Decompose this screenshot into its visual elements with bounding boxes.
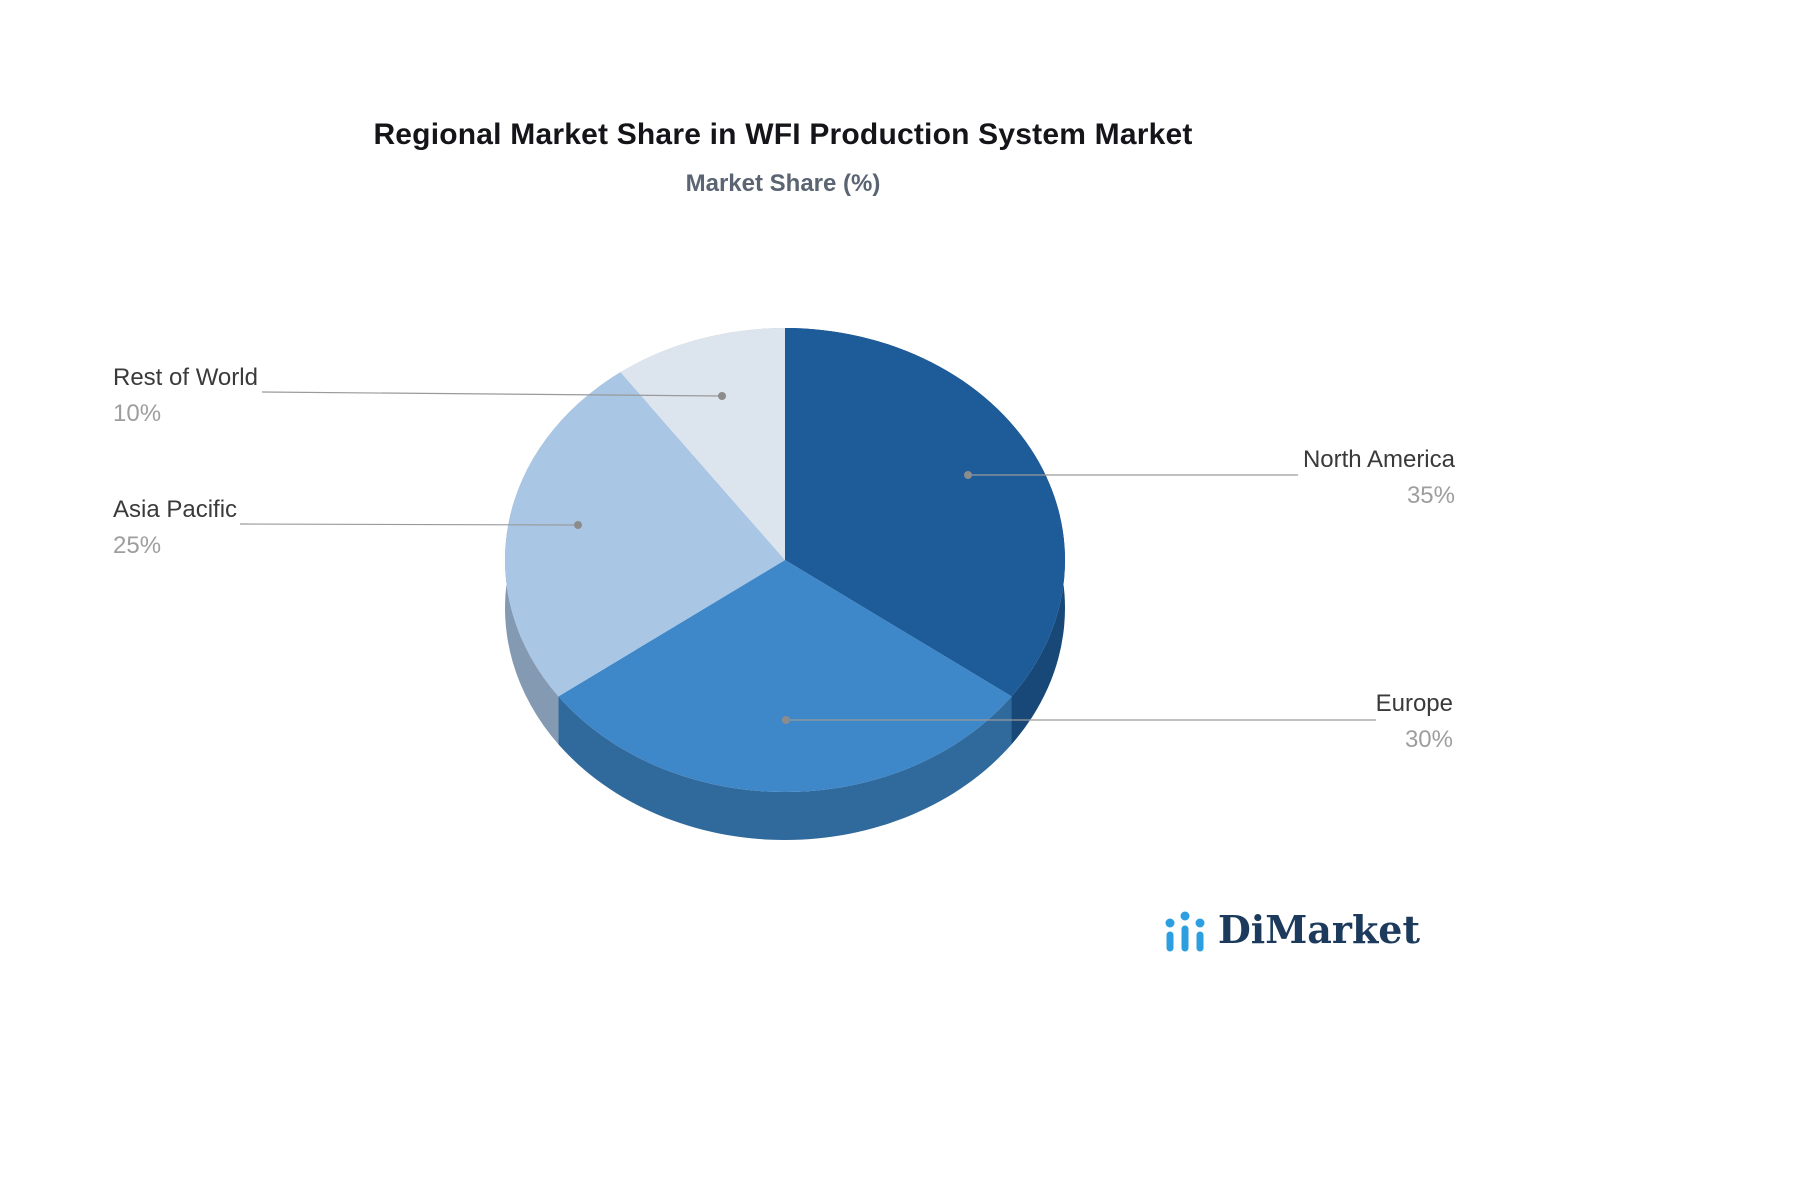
callout-line-asia-pacific	[239, 523, 579, 526]
chart-subtitle: Market Share (%)	[685, 170, 881, 197]
callout-value-asia-pacific: 25%	[113, 532, 162, 559]
callout-dot-asia-pacific	[574, 521, 582, 529]
callout-label-rest-of-world: Rest of World	[113, 364, 258, 391]
callout-value-europe: 30%	[1404, 726, 1453, 753]
callout-label-north-america: North America	[1302, 446, 1455, 473]
dimarket-logo: DiMarket	[1162, 908, 1420, 952]
chart-title: Regional Market Share in WFI Production …	[373, 118, 1193, 151]
callout-rest-of-world: Rest of World 10%	[113, 363, 258, 428]
callout-dot-europe	[782, 716, 790, 724]
pie-slice-side-europe	[558, 696, 1012, 840]
pie-slice-north-america	[785, 328, 1065, 697]
callout-asia-pacific: Asia Pacific 25%	[113, 495, 237, 560]
callout-label-europe: Europe	[1375, 690, 1453, 717]
callout-dot-north-america	[964, 471, 972, 479]
callout-value-north-america: 35%	[1406, 482, 1455, 509]
pie-slice-europe	[558, 560, 1012, 792]
callout-value-rest-of-world: 10%	[113, 400, 162, 427]
brand-name: DiMarket	[1217, 907, 1420, 952]
callout-north-america: North America 35%	[1303, 445, 1455, 510]
pie-slice-rest-of-world	[620, 328, 785, 560]
callout-dot-rest-of-world	[718, 392, 726, 400]
callout-label-asia-pacific: Asia Pacific	[113, 496, 238, 523]
chart-header: Regional Market Share in WFI Production …	[83, 118, 1483, 198]
callout-europe: Europe 30%	[1376, 689, 1453, 754]
callout-line-rest-of-world	[261, 391, 723, 397]
bar-chart-icon	[1165, 911, 1205, 952]
pie-slice-asia-pacific	[505, 372, 785, 697]
